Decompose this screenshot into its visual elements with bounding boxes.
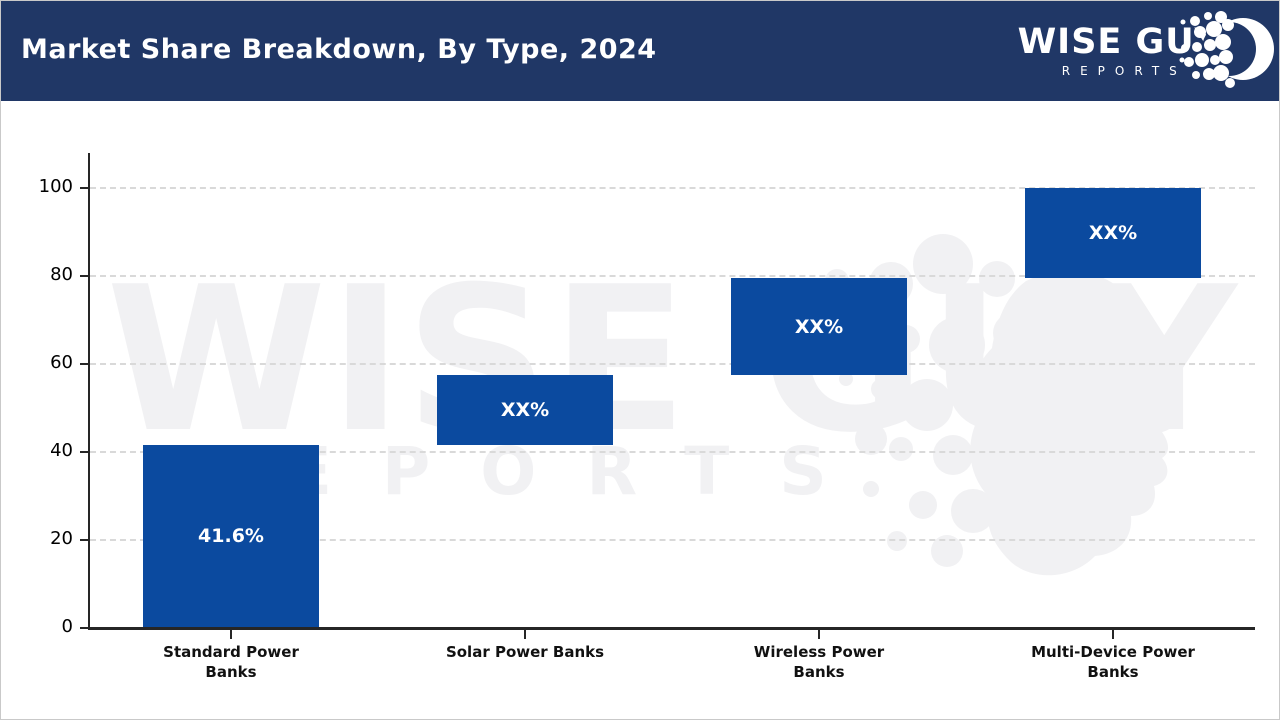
watermark-head-icon (803, 234, 1176, 576)
logo-wordmark: WISE GUY (1017, 22, 1221, 62)
y-tick-mark (80, 451, 89, 453)
x-tick-mark (818, 630, 820, 639)
gridline-100 (90, 187, 1255, 189)
wise-guy-logo: WISE GUY REPORTS (1018, 23, 1221, 78)
y-tick-mark (80, 187, 89, 189)
category-label: Standard Power Banks (163, 643, 299, 681)
header-bar: Market Share Breakdown, By Type, 2024 WI… (1, 1, 1279, 101)
bar-value-label: XX% (500, 399, 550, 422)
category-label: Multi-Device Power Banks (1031, 643, 1195, 681)
plot-area: WISE GUY REPORTS 0 20 40 60 80 100 41.6% Standa… (1, 101, 1279, 719)
x-tick-mark (524, 630, 526, 639)
y-tick-label: 40 (50, 440, 73, 461)
x-axis-line (88, 627, 1255, 630)
x-tick-mark (230, 630, 232, 639)
y-axis-line (88, 153, 90, 630)
gridline-40 (90, 451, 1255, 453)
category-label: Solar Power Banks (445, 643, 605, 661)
gridline-80 (90, 275, 1255, 277)
bar-segment-3: XX% (1025, 188, 1201, 278)
gridline-60 (90, 363, 1255, 365)
y-tick-label: 100 (38, 176, 73, 197)
bar-value-label: XX% (1088, 221, 1138, 244)
x-tick-mark (1112, 630, 1114, 639)
y-tick-mark (80, 539, 89, 541)
logo-subtitle: REPORTS (1061, 63, 1187, 78)
bar-value-label: 41.6% (198, 525, 264, 548)
y-tick-label: 0 (61, 616, 73, 637)
gridline-20 (90, 539, 1255, 541)
y-tick-mark (80, 627, 89, 629)
logo-head-icon (1179, 11, 1274, 88)
y-tick-label: 80 (50, 264, 73, 285)
y-tick-label: 20 (50, 528, 73, 549)
bar-segment-2: XX% (731, 277, 907, 376)
y-tick-label: 60 (50, 352, 73, 373)
chart-title: Market Share Breakdown, By Type, 2024 (21, 34, 657, 65)
bar-segment-0: 41.6% (143, 444, 319, 628)
bar-segment-1: XX% (437, 375, 613, 445)
bar-value-label: XX% (794, 315, 844, 338)
y-tick-mark (80, 275, 89, 277)
y-tick-mark (80, 363, 89, 365)
category-label: Wireless Power Banks (753, 643, 885, 681)
